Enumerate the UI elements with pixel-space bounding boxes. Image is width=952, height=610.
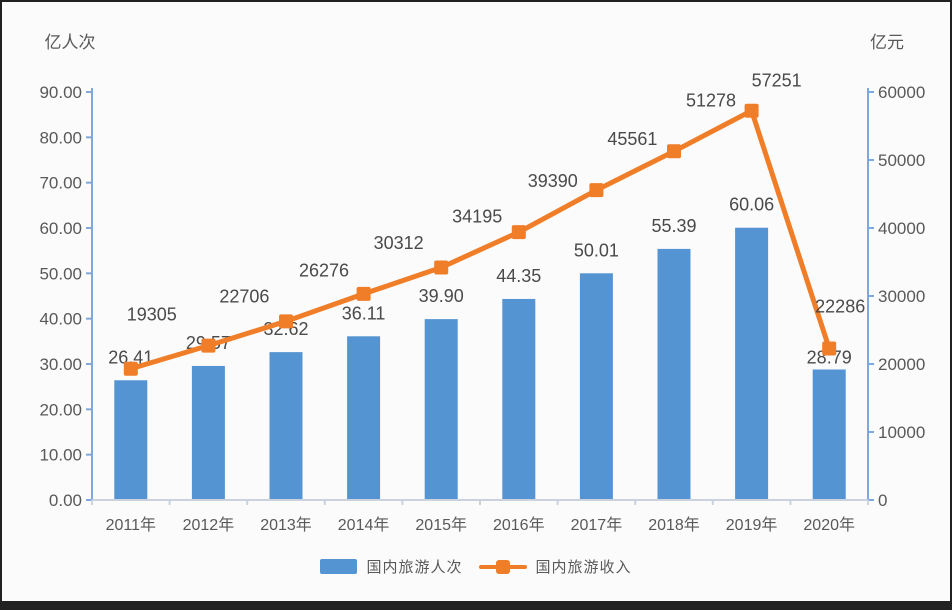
line-marker-2019年 [744,103,759,118]
bar-value-label: 44.35 [496,266,541,286]
bar-2020年 [812,369,846,500]
line-value-label: 22706 [219,287,269,307]
left-axis-tick-label: 20.00 [39,400,82,419]
left-axis-title: 亿人次 [45,33,96,52]
line-value-label: 22286 [815,296,865,316]
bar-value-labels: 26.4129.5732.6236.1139.9044.3550.0155.39… [108,195,851,368]
right-axis-title: 亿元 [870,33,904,52]
bar-value-label: 39.90 [419,286,464,306]
x-axis-category-label: 2016年 [493,516,545,534]
bar-2019年 [735,227,769,500]
right-axis-tick-label: 50000 [878,151,925,170]
left-axis-tick-label: 40.00 [39,310,82,329]
line-marker-2012年 [201,338,216,353]
bar-2013年 [269,352,303,500]
right-axis-tick-label: 60000 [878,83,925,102]
line-marker-2020年 [822,341,837,356]
legend-label-line-series: 国内旅游收入 [535,559,632,576]
bar-2011年 [114,380,148,500]
bar-value-label: 26.41 [108,347,153,367]
bar-2018年 [657,248,691,500]
line-value-label: 34195 [452,206,502,226]
x-axis-category-label: 2013年 [260,516,312,534]
x-axis-category-label: 2011年 [106,516,156,534]
line-value-label: 51278 [686,90,736,110]
line-marker-2018年 [667,144,681,159]
line-marker-2015年 [434,260,449,275]
bar-2017年 [579,273,613,500]
bar-2016年 [502,298,536,500]
right-axis-tick-label: 30000 [878,287,925,306]
legend-item-line-series: 国内旅游收入 [478,556,632,577]
line-value-label: 45561 [607,129,657,149]
line-value-label: 57251 [752,71,802,91]
bar-value-label: 60.06 [729,195,774,215]
x-axis-category-label: 2018年 [648,516,700,534]
left-axis-tick-label: 10.00 [39,446,82,465]
left-axis-tick-label: 60.00 [39,219,82,238]
line-value-label: 26276 [299,260,349,280]
line-marker-2014年 [356,286,371,301]
left-axis-tick-label: 0.00 [49,491,82,510]
bar-value-label: 36.11 [342,303,386,323]
line-marker-2017年 [589,183,604,198]
bar-2014年 [347,336,381,500]
combo-chart-canvas: 26.4129.5732.6236.1139.9044.3550.0155.39… [39,33,925,534]
left-axis-tick-label: 70.00 [39,174,82,193]
line-value-label: 30312 [374,233,424,253]
bar-2012年 [191,365,225,500]
x-axis-category-label: 2019年 [726,516,778,534]
line-series-group [123,103,837,376]
legend-label-bar-series: 国内旅游人次 [366,559,463,576]
x-axis-category-label: 2015年 [415,516,467,534]
chart-legend: 国内旅游人次 国内旅游收入 [2,556,950,577]
left-axis-tick-label: 30.00 [39,355,82,374]
bar-series-swatch-icon [320,559,358,574]
line-value-labels: 19305 22706 26276 30312 34195 39390 45561 51278… [127,71,865,325]
line-swatch-marker [495,559,510,574]
line-series-swatch-icon [478,559,527,574]
bar-value-label: 55.39 [651,216,696,236]
bar-2015年 [424,319,458,500]
axes-group: 0.00 10.00 20.00 30.00 40.00 50.00 60.00 70.00 8… [39,33,925,534]
left-axis-tick-label: 50.00 [39,264,82,283]
bar-value-label: 50.01 [574,240,619,260]
right-axis-tick-label: 20000 [878,355,925,374]
right-axis-tick-label: 0 [878,491,887,510]
x-axis-category-label: 2014年 [338,516,390,534]
right-axis-tick-label: 10000 [878,423,925,442]
line-series-path [130,108,832,372]
legend-item-bar-series: 国内旅游人次 [320,556,462,577]
line-marker-2013年 [279,314,293,329]
left-axis-tick-label: 90.00 [39,83,82,102]
line-value-label: 19305 [127,305,177,325]
x-axis-category-label: 2020年 [803,516,855,534]
bar-series-group [114,227,846,500]
right-axis-tick-label: 40000 [878,219,925,238]
line-marker-2011年 [123,361,138,376]
line-marker-2016年 [511,225,526,240]
line-value-label: 39390 [528,171,578,191]
left-axis-tick-label: 80.00 [39,128,82,147]
bar-value-label: 28.79 [807,347,852,367]
x-axis-category-label: 2012年 [183,516,235,534]
x-axis-category-label: 2017年 [571,516,623,534]
